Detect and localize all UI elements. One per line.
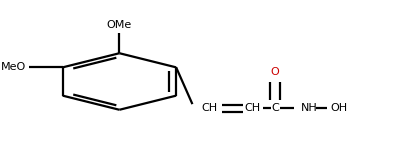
Text: CH: CH — [202, 103, 218, 113]
Text: OH: OH — [330, 103, 348, 113]
Text: CH: CH — [245, 103, 261, 113]
Text: C: C — [271, 103, 279, 113]
Text: O: O — [271, 67, 279, 77]
Text: NH: NH — [300, 103, 317, 113]
Text: OMe: OMe — [107, 20, 132, 30]
Text: MeO: MeO — [1, 62, 26, 72]
